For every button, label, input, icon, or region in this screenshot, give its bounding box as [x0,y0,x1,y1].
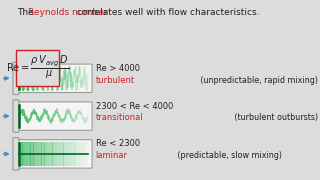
Bar [50,142,53,166]
FancyBboxPatch shape [13,100,19,132]
Bar [83,142,86,166]
Text: Re > 4000: Re > 4000 [96,64,140,73]
Bar [30,142,34,166]
Text: (turbulent outbursts): (turbulent outbursts) [232,113,318,122]
Text: transitional: transitional [96,113,143,122]
Bar [58,142,61,166]
Bar [52,142,55,166]
Text: laminar: laminar [96,151,128,160]
Bar [60,142,64,166]
Text: turbulent: turbulent [96,76,135,85]
Text: The: The [17,8,36,17]
FancyBboxPatch shape [13,138,19,170]
Bar [36,142,39,166]
Text: Reynolds number: Reynolds number [28,8,108,17]
Text: (predictable, slow mixing): (predictable, slow mixing) [175,151,282,160]
Bar [69,142,72,166]
Text: correlates well with flow characteristics.: correlates well with flow characteristic… [74,8,260,17]
FancyBboxPatch shape [15,102,92,130]
Bar [77,142,80,166]
FancyBboxPatch shape [13,62,19,94]
FancyBboxPatch shape [16,50,59,86]
Bar [41,142,44,166]
Bar [39,142,42,166]
Bar [66,142,69,166]
Text: $\mathrm{Re} = \dfrac{\rho\,V_{avg}\,D}{\mu}$: $\mathrm{Re} = \dfrac{\rho\,V_{avg}\,D}{… [6,54,69,81]
FancyBboxPatch shape [15,140,92,168]
Bar [33,142,36,166]
Text: (unpredictable, rapid mixing): (unpredictable, rapid mixing) [198,76,318,85]
Bar [22,142,25,166]
Bar [71,142,75,166]
Bar [20,142,23,166]
Bar [80,142,83,166]
Bar [44,142,47,166]
Bar [28,142,31,166]
Bar [25,142,28,166]
FancyBboxPatch shape [15,64,92,93]
Bar [55,142,58,166]
Bar [63,142,67,166]
Bar [47,142,50,166]
Bar [74,142,77,166]
Text: Re < 2300: Re < 2300 [96,140,140,148]
Text: 2300 < Re < 4000: 2300 < Re < 4000 [96,102,173,111]
Bar [85,142,88,166]
